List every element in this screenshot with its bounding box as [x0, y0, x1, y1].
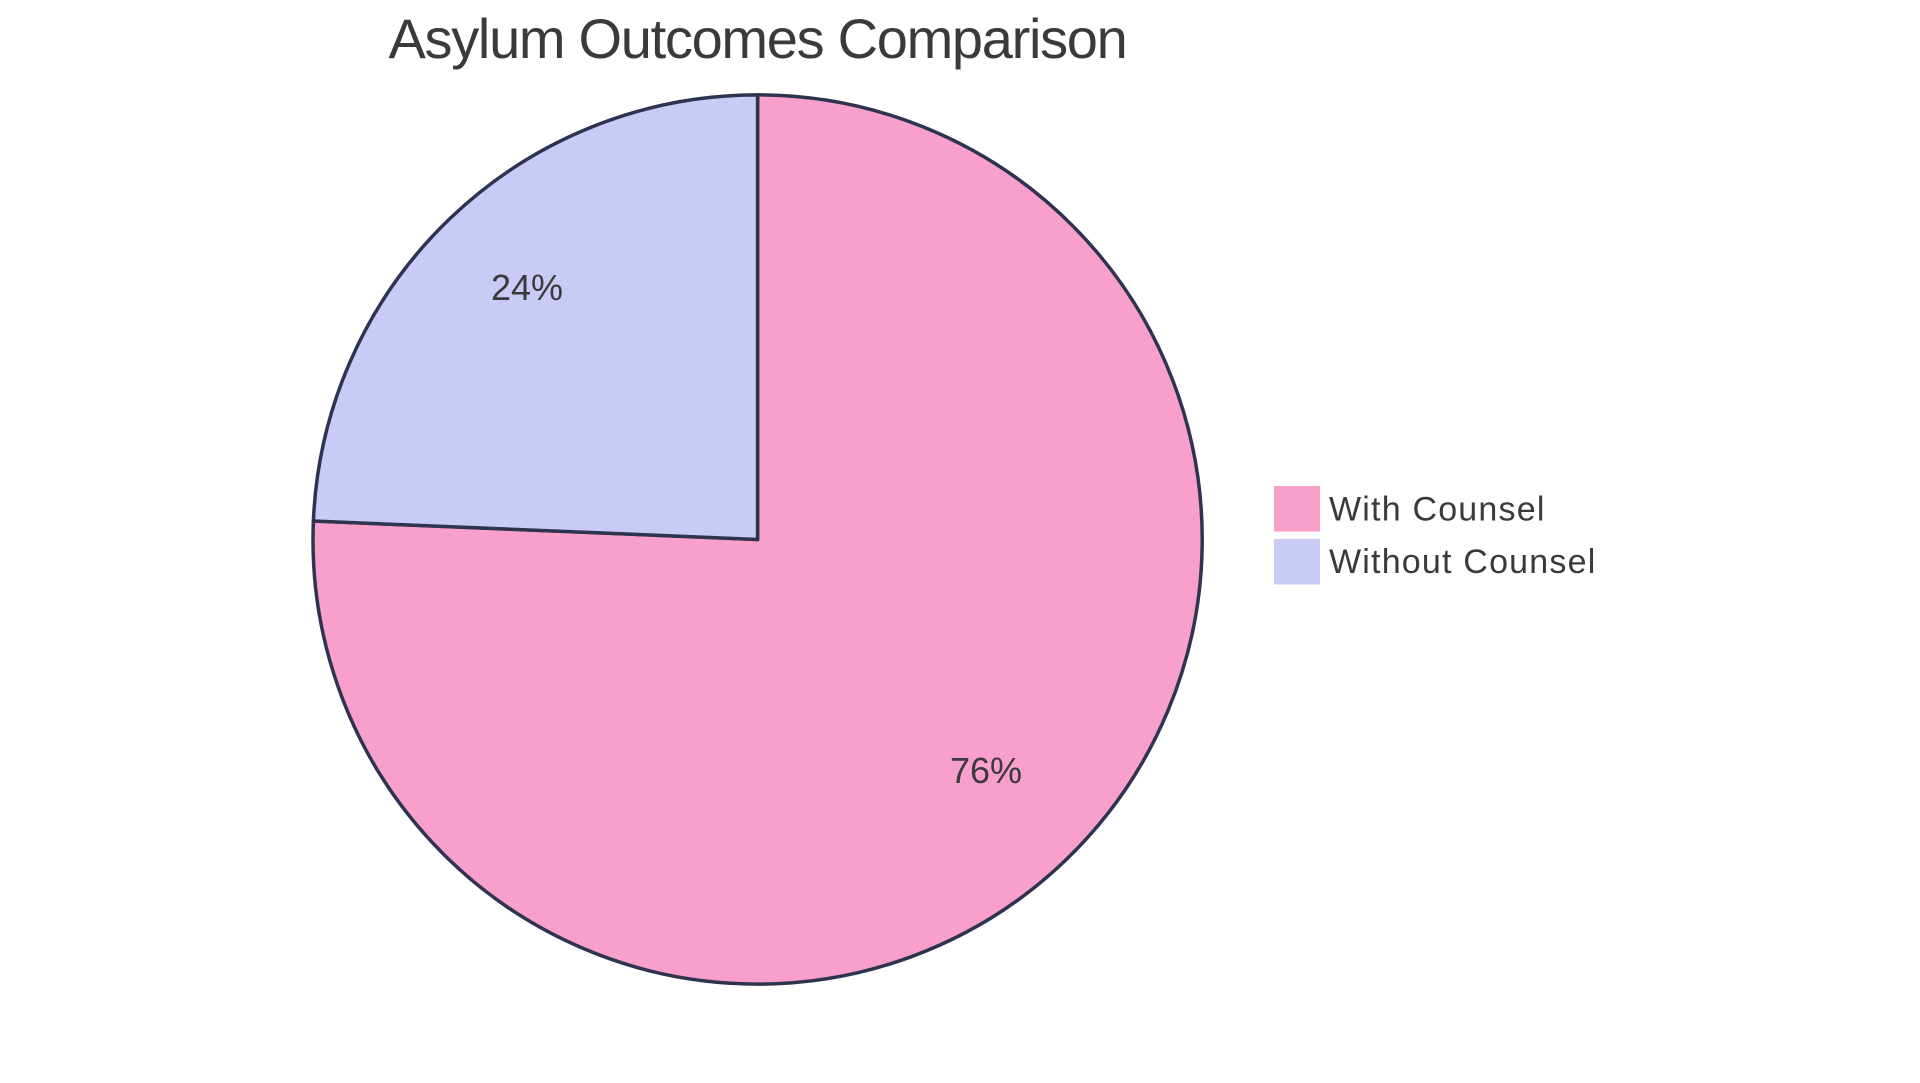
svg-text:76%: 76%: [950, 750, 1022, 791]
svg-text:Asylum Outcomes Comparison: Asylum Outcomes Comparison: [388, 7, 1126, 70]
svg-text:24%: 24%: [491, 267, 563, 308]
svg-text:With Counsel: With Counsel: [1329, 491, 1546, 529]
svg-text:Without Counsel: Without Counsel: [1329, 543, 1596, 581]
